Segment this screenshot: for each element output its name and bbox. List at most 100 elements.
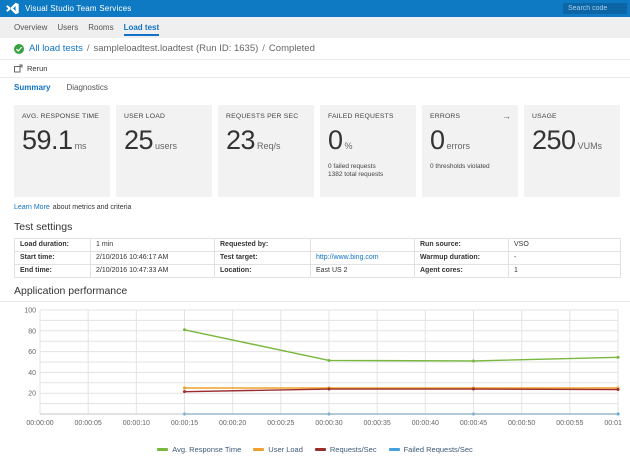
setting-value: VSO [508,238,621,252]
legend-swatch-icon [253,448,265,451]
svg-text:00:01:00: 00:01:00 [604,420,622,427]
rerun-icon [14,64,23,73]
setting-value: 2/10/2016 10:46:17 AM [90,251,215,265]
card-subtext: 1382 total requests [328,170,384,178]
svg-text:60: 60 [28,349,36,356]
svg-text:00:00:50: 00:00:50 [508,420,535,427]
card-unit: ms [74,140,87,151]
card-usage: USAGE 250 VUMs [524,105,620,197]
table-row: Load duration: 1 min Requested by: Run s… [14,238,621,252]
metric-cards: AVG. RESPONSE TIME 59.1 ms USER LOAD 25 … [14,105,620,197]
setting-label: Requested by: [214,238,311,252]
legend-label: User Load [268,445,303,454]
card-unit: % [344,140,353,151]
setting-value: East US 2 [310,264,415,278]
card-value: 250 [532,125,576,155]
breadcrumb-separator: / [262,43,265,54]
card-subtext: 0 failed requests [328,162,376,170]
card-unit: Req/s [257,140,281,151]
section-divider [0,301,630,302]
legend-label: Requests/Sec [329,445,377,454]
rerun-label: Rerun [27,64,48,73]
svg-text:80: 80 [28,328,36,335]
card-value: 23 [226,125,256,155]
app-title: Visual Studio Team Services [25,4,132,13]
subtab-summary[interactable]: Summary [14,83,51,92]
setting-label: Test target: [214,251,311,265]
subtab-diagnostics[interactable]: Diagnostics [66,83,108,92]
run-status: Completed [268,43,315,54]
setting-label: Warmup duration: [414,251,509,265]
card-title: FAILED REQUESTS [328,113,394,120]
svg-text:100: 100 [24,308,36,315]
setting-value [310,238,415,252]
visual-studio-logo-icon [6,2,19,15]
card-unit: VUMs [577,140,603,151]
svg-text:00:00:05: 00:00:05 [75,420,102,427]
test-target-link[interactable]: http://www.bing.com [310,251,415,265]
card-title: USER LOAD [124,113,166,120]
table-row: Start time: 2/10/2016 10:46:17 AM Test t… [14,251,621,265]
svg-text:00:00:45: 00:00:45 [460,420,487,427]
setting-value: 2/10/2016 10:47:33 AM [90,264,215,278]
learn-more-row: Learn More about metrics and criteria [14,204,630,211]
card-unit: errors [446,140,471,151]
performance-chart-svg: 20 40 60 80 100 00:00:00 00:00:05 00:00:10 00:00… [24,308,630,428]
card-unit: users [155,140,178,151]
card-errors: → ERRORS 0 errors 0 thresholds violated [422,105,518,197]
setting-label: Start time: [14,251,91,265]
svg-text:00:00:20: 00:00:20 [219,420,246,427]
legend-item[interactable]: Avg. Response Time [157,445,241,454]
learn-more-text: about metrics and criteria [52,204,132,211]
card-value: 0 [328,125,343,155]
breadcrumb: All load tests / sampleloadtest.loadtest… [0,38,630,60]
svg-text:20: 20 [28,391,36,398]
svg-text:00:00:10: 00:00:10 [123,420,150,427]
run-name: sampleloadtest.loadtest (Run ID: 1635) [93,43,259,54]
all-load-tests-link[interactable]: All load tests [29,43,83,54]
application-performance-chart: 20 40 60 80 100 00:00:00 00:00:05 00:00:10 00:00… [10,304,630,441]
errors-detail-arrow-icon[interactable]: → [502,111,511,121]
svg-text:00:00:55: 00:00:55 [556,420,583,427]
completed-check-icon [14,43,24,54]
tab-load-test[interactable]: Load test [119,23,165,36]
setting-label: End time: [14,264,91,278]
card-subtext: 0 thresholds violated [430,162,490,170]
table-row: End time: 2/10/2016 10:47:33 AM Location… [14,264,621,278]
result-subtabs: Summary Diagnostics [0,78,630,97]
tab-overview[interactable]: Overview [14,23,48,32]
setting-label: Location: [214,264,311,278]
svg-text:00:00:00: 00:00:00 [26,420,53,427]
card-failed-requests: FAILED REQUESTS 0 % 0 failed requests 13… [320,105,416,197]
learn-more-link[interactable]: Learn More [14,204,50,211]
card-value: 59.1 [22,125,73,155]
card-title: ERRORS [430,113,461,120]
setting-value: - [508,251,621,265]
svg-text:00:00:35: 00:00:35 [364,420,391,427]
setting-value: 1 min [90,238,215,252]
legend-swatch-icon [388,448,400,451]
svg-text:00:00:40: 00:00:40 [412,420,439,427]
card-value: 25 [124,125,154,155]
card-value: 0 [430,125,445,155]
rerun-button[interactable]: Rerun [14,64,47,73]
svg-text:00:00:30: 00:00:30 [315,420,342,427]
app-header: Visual Studio Team Services [0,0,630,17]
card-avg-response-time: AVG. RESPONSE TIME 59.1 ms [14,105,110,197]
card-title: USAGE [532,113,557,120]
hub-nav: Overview Users Rooms Load test [0,17,630,38]
svg-text:00:00:25: 00:00:25 [267,420,294,427]
legend-item[interactable]: User Load [253,445,303,454]
legend-label: Avg. Response Time [172,445,242,454]
test-settings-heading: Test settings [14,221,73,233]
legend-item[interactable]: Requests/Sec [314,445,377,454]
tab-rooms[interactable]: Rooms [88,23,114,32]
legend-item[interactable]: Failed Requests/Sec [388,445,473,454]
breadcrumb-separator: / [86,43,90,54]
setting-value: 1 [508,264,621,278]
search-code-input[interactable] [563,3,627,14]
svg-text:00:00:15: 00:00:15 [171,420,198,427]
setting-label: Agent cores: [414,264,509,278]
tab-users[interactable]: Users [57,23,79,32]
card-title: AVG. RESPONSE TIME [22,113,99,120]
